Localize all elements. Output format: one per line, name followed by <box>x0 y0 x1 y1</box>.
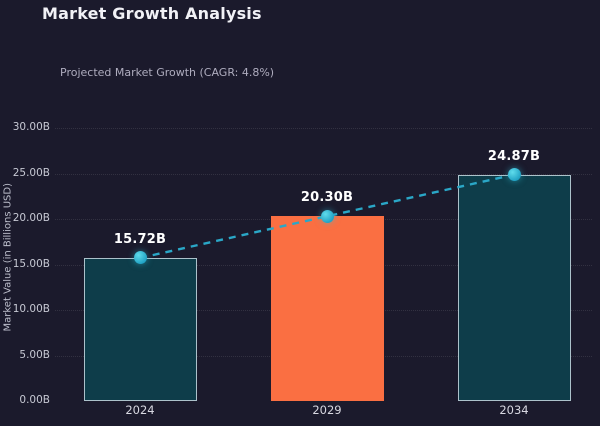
bar-value-label-2034: 24.87B <box>487 148 541 164</box>
y-tick-label: 25.00B <box>12 166 50 179</box>
data-point-marker-2029 <box>320 209 334 223</box>
bar-value-label-2024: 15.72B <box>113 231 167 247</box>
y-tick-label: 30.00B <box>12 121 50 133</box>
y-tick-label: 20.00B <box>12 212 50 224</box>
y-tick-label: 15.00B <box>12 257 50 270</box>
x-tick-label: 2034 <box>499 403 529 417</box>
data-point-marker-2024 <box>133 251 147 265</box>
bar-2034 <box>457 174 571 401</box>
x-tick-label: 2024 <box>125 403 155 417</box>
gridline-30.00B <box>55 128 592 129</box>
bar-value-label-2029: 20.30B <box>300 190 354 206</box>
bar-2024 <box>83 257 197 401</box>
x-tick-label: 2029 <box>312 403 342 417</box>
chart-subtitle: Projected Market Growth (CAGR: 4.8%) <box>60 66 275 79</box>
chart-title: Market Growth Analysis <box>42 4 262 23</box>
data-point-marker-2034 <box>507 168 521 182</box>
y-tick-label: 10.00B <box>12 303 50 315</box>
bar-2029 <box>270 216 384 401</box>
y-tick-label: 0.00B <box>19 394 50 406</box>
y-tick-label: 5.00B <box>19 348 50 361</box>
